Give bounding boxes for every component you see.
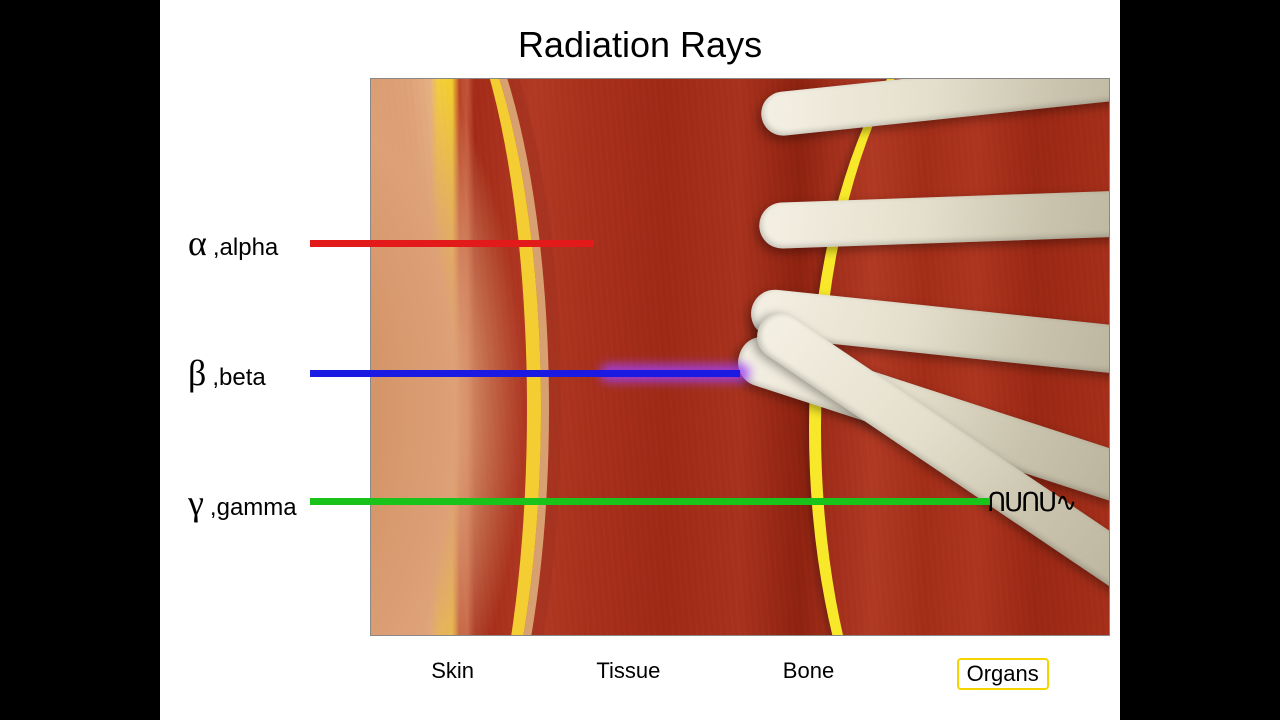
- diagram-title: Radiation Rays: [160, 24, 1120, 66]
- skin-layer: [370, 78, 541, 636]
- gamma-label: γ ,gamma: [188, 482, 297, 524]
- beta-text: ,beta: [212, 364, 265, 392]
- label-bone: Bone: [783, 658, 834, 690]
- alpha-symbol: α: [188, 222, 207, 264]
- layer-labels: Skin Tissue Bone Organs: [370, 658, 1110, 690]
- alpha-ray-line: [310, 240, 594, 247]
- gamma-symbol: γ: [188, 482, 204, 524]
- label-organs: Organs: [957, 658, 1049, 690]
- beta-label: β ,beta: [188, 352, 266, 394]
- alpha-text: ,alpha: [213, 234, 278, 262]
- label-tissue: Tissue: [596, 658, 660, 690]
- anatomy-illustration: ՈՍՈՍ∿: [370, 78, 1110, 636]
- gamma-wave-icon: ՈՍՈՍ∿: [987, 487, 1075, 518]
- beta-symbol: β: [188, 352, 206, 394]
- label-skin: Skin: [431, 658, 474, 690]
- gamma-ray-line: [310, 498, 990, 505]
- diagram-stage: Radiation Rays ՈՍՈՍ∿ α ,alpha β ,beta γ …: [160, 0, 1120, 720]
- gamma-text: ,gamma: [210, 494, 297, 522]
- alpha-label: α ,alpha: [188, 222, 278, 264]
- beta-ray-line: [310, 370, 740, 377]
